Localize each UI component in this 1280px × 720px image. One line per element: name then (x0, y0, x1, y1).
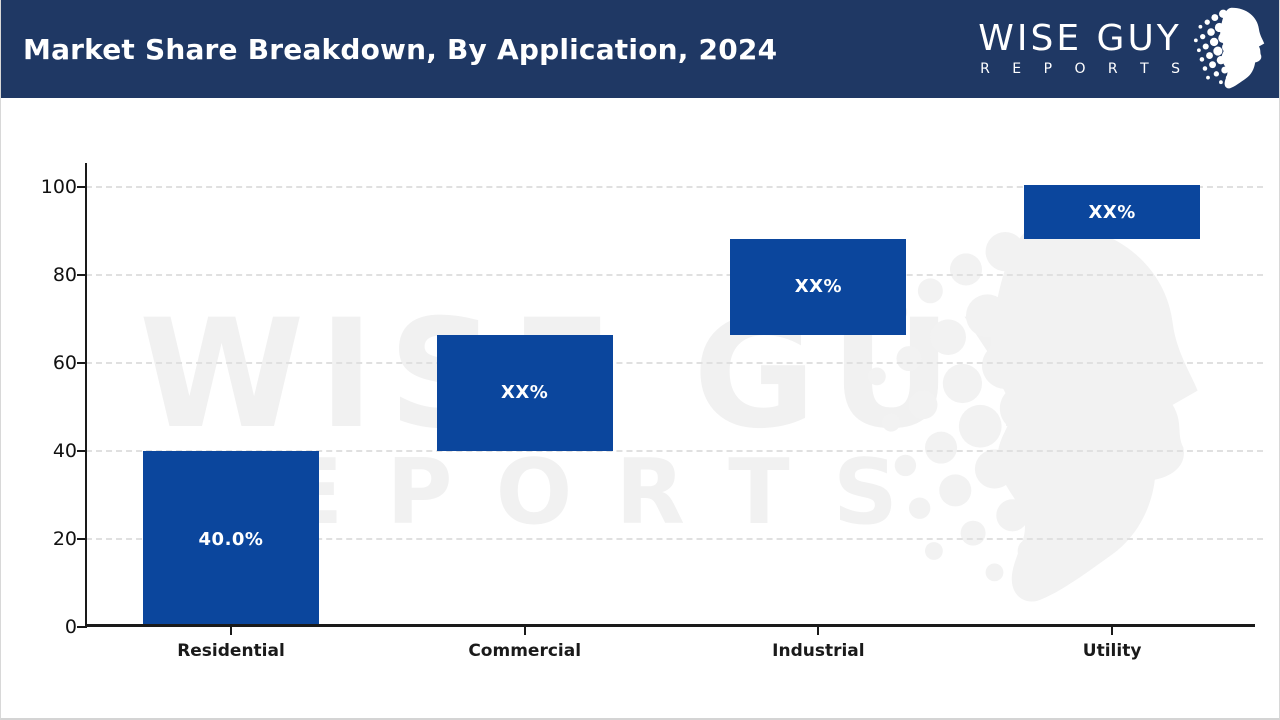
bar-industrial: XX% (730, 238, 907, 335)
y-tick-label-60: 60 (52, 352, 77, 374)
x-category-label-residential: Residential (177, 641, 285, 661)
wise-guy-head-icon (1193, 7, 1265, 89)
y-tick-label-100: 100 (40, 176, 77, 198)
bar-value-label-residential: 40.0% (198, 528, 264, 550)
x-category-label-utility: Utility (1082, 641, 1142, 661)
wise-guy-logo-name: WISE GUY (978, 18, 1182, 59)
x-tick-mark-industrial (817, 627, 820, 635)
y-tick-mark-20 (77, 538, 85, 540)
gridline-40 (86, 450, 1263, 452)
header-bar: Market Share Breakdown, By Application, … (1, 0, 1279, 98)
gridline-60 (86, 362, 1263, 364)
y-tick-label-0: 0 (64, 616, 77, 638)
y-tick-label-20: 20 (52, 528, 77, 550)
x-axis-line (85, 624, 1255, 627)
bar-residential: 40.0% (143, 451, 319, 627)
wise-guy-logo-text: WISE GUY R E P O R T S (971, 18, 1189, 78)
y-axis-line (85, 163, 87, 628)
y-tick-label-80: 80 (52, 264, 77, 286)
gridline-20 (86, 538, 1263, 540)
chart-area: WISE GUY R E P O R T S 0 20 40 60 80 100 40.0… (1, 98, 1279, 718)
y-tick-mark-60 (77, 362, 85, 364)
page-title: Market Share Breakdown, By Application, … (23, 32, 778, 66)
x-tick-mark-utility (1111, 627, 1114, 635)
y-tick-mark-100 (77, 186, 85, 188)
gridline-100 (86, 186, 1263, 188)
x-tick-mark-commercial (523, 627, 526, 635)
bar-commercial: XX% (436, 334, 613, 451)
bar-utility: XX% (1024, 185, 1201, 239)
bar-value-label-industrial: XX% (794, 276, 843, 298)
y-tick-mark-0 (77, 626, 85, 628)
bar-value-label-utility: XX% (1088, 201, 1136, 223)
gridline-80 (86, 274, 1263, 276)
wise-guy-logo: WISE GUY R E P O R T S (971, 6, 1265, 90)
y-tick-mark-80 (77, 274, 85, 276)
wise-guy-logo-reports: R E P O R T S (980, 61, 1189, 77)
y-tick-label-40: 40 (52, 440, 77, 462)
x-category-label-commercial: Commercial (468, 641, 582, 661)
bar-value-label-commercial: XX% (501, 382, 549, 404)
x-category-label-industrial: Industrial (772, 641, 865, 661)
x-tick-mark-residential (230, 627, 232, 635)
y-tick-mark-40 (77, 450, 85, 452)
